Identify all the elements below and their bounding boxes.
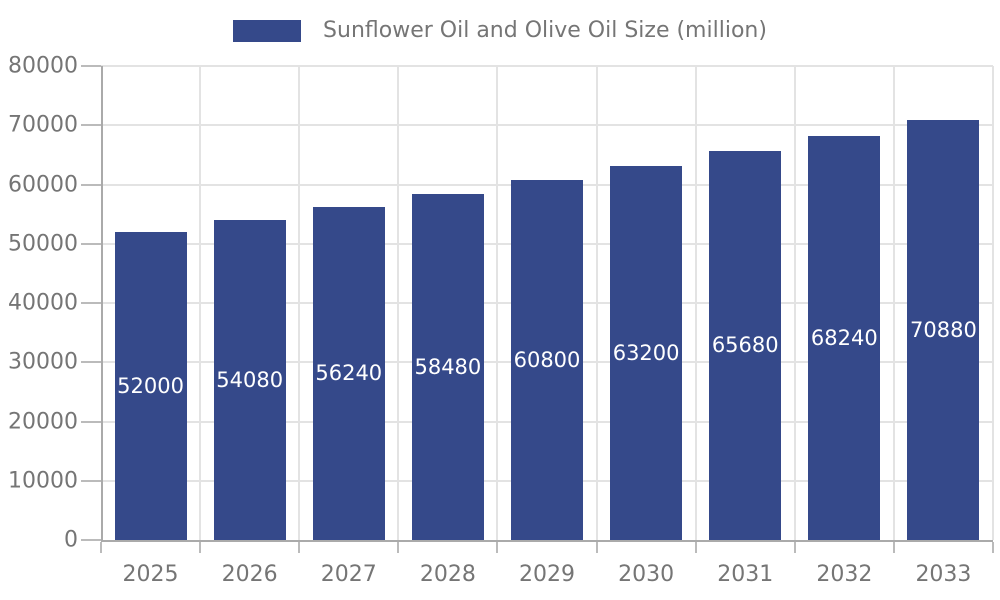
x-axis-tick-label: 2028 <box>419 562 476 587</box>
y-axis-tick <box>81 242 101 245</box>
y-axis-tick-label: 70000 <box>8 112 78 138</box>
y-axis-tick-label: 30000 <box>8 349 78 375</box>
bar: 70880 <box>907 120 980 540</box>
bar: 58480 <box>411 193 484 540</box>
x-axis-tick-label: 2030 <box>618 562 675 587</box>
bar-value-label: 60800 <box>513 347 581 372</box>
y-axis-tick <box>81 302 101 304</box>
y-axis-tick <box>81 539 101 541</box>
y-axis-tick <box>81 420 101 423</box>
y-axis-tick <box>81 65 101 67</box>
bar: 65680 <box>709 150 782 540</box>
y-axis-tick-label: 0 <box>64 527 78 553</box>
bar: 68240 <box>808 135 881 540</box>
x-axis-line <box>101 540 993 542</box>
gridline-vertical <box>992 66 994 540</box>
y-axis-tick-label: 50000 <box>8 231 78 257</box>
bar-value-label: 52000 <box>117 373 184 398</box>
y-axis-tick <box>81 183 101 186</box>
bar: 52000 <box>114 231 187 540</box>
bar-value-label: 68240 <box>810 325 878 350</box>
y-axis-tick-label: 10000 <box>8 468 78 494</box>
gridline-vertical <box>496 66 499 540</box>
gridline-horizontal <box>101 124 993 127</box>
bar-value-label: 70880 <box>910 318 977 342</box>
y-axis-tick-label: 60000 <box>8 172 78 197</box>
bar-value-label: 63200 <box>612 340 680 365</box>
x-axis-tick-label: 2025 <box>122 562 179 587</box>
x-axis-tick-label: 2031 <box>717 562 774 587</box>
y-axis-tick <box>81 479 101 482</box>
x-axis-tick-label: 2029 <box>519 562 575 587</box>
y-axis-tick-label: 40000 <box>8 290 78 316</box>
x-axis-tick <box>199 542 202 553</box>
x-axis-tick <box>298 542 301 553</box>
bar-value-label: 56240 <box>315 361 383 386</box>
bar: 56240 <box>312 206 385 540</box>
x-axis-tick <box>793 542 796 553</box>
x-axis-tick <box>992 542 994 553</box>
gridline-vertical <box>694 66 697 540</box>
y-axis-tick <box>81 361 101 364</box>
gridline-vertical <box>397 66 400 540</box>
gridline-vertical <box>199 66 202 540</box>
x-axis-tick <box>694 542 697 553</box>
gridline-vertical <box>793 66 796 540</box>
bar-value-label: 65680 <box>711 333 779 358</box>
gridline-vertical <box>298 66 301 540</box>
legend-label: Sunflower Oil and Olive Oil Size (millio… <box>323 18 767 43</box>
bar: 60800 <box>511 179 583 540</box>
legend: Sunflower Oil and Olive Oil Size (millio… <box>0 20 1000 42</box>
bar: 63200 <box>610 165 683 540</box>
x-axis-tick <box>595 542 598 553</box>
x-axis-tick <box>496 542 499 553</box>
gridline-vertical <box>892 66 895 540</box>
x-axis-tick-label: 2026 <box>221 562 278 587</box>
x-axis-tick <box>397 542 400 553</box>
gridline-horizontal <box>101 65 993 67</box>
y-axis-tick <box>81 124 101 127</box>
x-axis-tick <box>100 542 102 553</box>
legend-swatch <box>233 20 302 42</box>
x-axis-tick-label: 2033 <box>915 562 972 587</box>
x-axis-tick <box>892 542 895 553</box>
bar-value-label: 58480 <box>414 354 482 379</box>
y-axis-tick-label: 80000 <box>8 53 78 79</box>
gridline-vertical <box>595 66 598 540</box>
x-axis-tick-label: 2027 <box>320 562 377 587</box>
y-axis-tick-label: 20000 <box>8 409 78 434</box>
bar: 54080 <box>213 219 286 540</box>
x-axis-tick-label: 2032 <box>816 562 873 587</box>
bar-value-label: 54080 <box>216 367 284 392</box>
y-axis-line <box>101 66 103 542</box>
